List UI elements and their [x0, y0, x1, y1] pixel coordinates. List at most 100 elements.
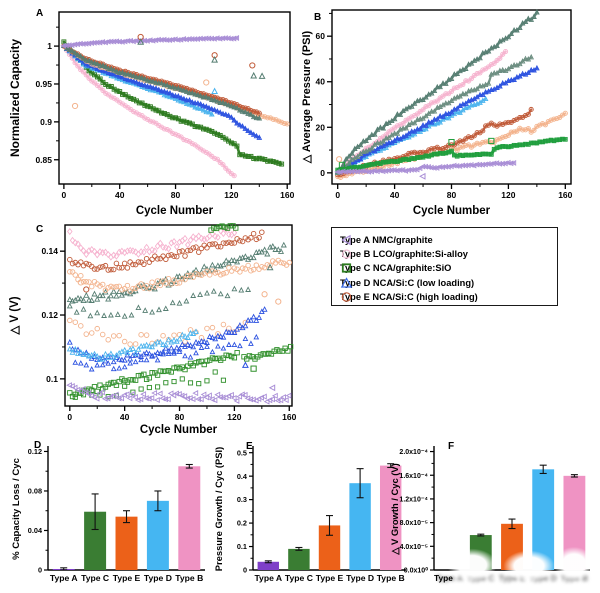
svg-text:0.12: 0.12 — [41, 310, 58, 320]
svg-text:0.04: 0.04 — [28, 526, 43, 535]
svg-text:Cycle Number: Cycle Number — [140, 424, 218, 436]
svg-text:Type C: Type C — [467, 573, 494, 583]
legend-item-type-e: Type E NCA/Si:C (high loading) — [340, 290, 557, 304]
bar-type-e — [318, 525, 341, 570]
series-type-a-purple — [334, 159, 517, 176]
svg-text:Type E: Type E — [113, 573, 141, 583]
svg-text:60: 60 — [316, 31, 326, 41]
svg-text:80: 80 — [171, 190, 181, 200]
series-type-d-blue — [61, 42, 263, 140]
f-axis-label-fragment: Type — [434, 573, 453, 583]
series-type-d-blue-low — [72, 333, 260, 372]
svg-text:160: 160 — [282, 412, 296, 422]
panel-a-capacity-chart: 0 40 80 120 160 0.85 0.9 0.95 1 Cycle Number Norma… — [8, 11, 295, 217]
bars — [52, 463, 201, 571]
tri-up-marker-icon — [340, 276, 353, 288]
bar-type-c — [469, 535, 492, 570]
bar-type-d — [532, 469, 555, 570]
svg-text:Type D: Type D — [346, 573, 374, 583]
series-type-d-teal-band2 — [66, 285, 252, 319]
svg-text:Type C: Type C — [285, 573, 313, 583]
series-type-a-purple — [66, 382, 292, 405]
svg-text:1.2x10⁻⁴: 1.2x10⁻⁴ — [399, 497, 428, 504]
series-type-c-green — [67, 350, 240, 400]
svg-text:0: 0 — [320, 168, 325, 178]
svg-text:0: 0 — [335, 190, 340, 200]
series-type-e-peach-band2 — [67, 317, 249, 347]
svg-text:Type C: Type C — [81, 573, 109, 583]
svg-text:40: 40 — [115, 190, 125, 200]
panel-letter-e: E — [246, 441, 253, 452]
svg-text:Type A: Type A — [50, 573, 78, 583]
svg-text:0: 0 — [243, 566, 247, 575]
bar-type-b — [379, 465, 402, 570]
svg-text:0.85: 0.85 — [35, 155, 52, 165]
svg-text:% Capacity Loss / Cyc: % Capacity Loss / Cyc — [11, 457, 22, 560]
svg-text:40: 40 — [120, 412, 130, 422]
svg-text:0: 0 — [62, 190, 67, 200]
svg-text:2.0x10⁻⁴: 2.0x10⁻⁴ — [399, 449, 428, 456]
panel-c-deltav-chart: 0 40 80 120 160 0.1 0.12 0.14 Cycle Number △ V (V… — [9, 223, 297, 436]
svg-text:0.08: 0.08 — [28, 487, 42, 496]
svg-text:120: 120 — [224, 190, 238, 200]
bar-type-e — [501, 523, 523, 570]
bar-type-c — [288, 548, 310, 570]
series-type-c-green-seg2 — [241, 343, 294, 362]
bar-type-a — [257, 561, 280, 570]
svg-text:120: 120 — [227, 412, 241, 422]
panel-f-deltav-growth-bars: 0.0x10⁰ 4.0x10⁻⁵ 8.0x10⁻⁵ 1.2x10⁻⁴ 1.6x10⁻⁴ 2… — [389, 446, 590, 583]
bar-type-c — [84, 511, 107, 570]
series-type-d-teal-band1 — [66, 241, 287, 304]
outlier-points — [77, 263, 282, 392]
svg-text:0.0x10⁰: 0.0x10⁰ — [404, 567, 428, 575]
legend-label: Type C NCA/graphite:SiO — [340, 263, 452, 274]
panel-letter-d: D — [34, 440, 42, 451]
svg-text:0.14: 0.14 — [41, 246, 58, 256]
svg-text:0.4: 0.4 — [237, 472, 248, 481]
legend-label: Type D NCA/Si:C (low loading) — [340, 277, 475, 288]
svg-text:Type B: Type B — [561, 573, 588, 583]
series-type-b-pink — [67, 225, 238, 261]
svg-text:4.0x10⁻⁵: 4.0x10⁻⁵ — [400, 544, 428, 551]
svg-text:20: 20 — [316, 122, 326, 132]
series-type-c-green-top — [208, 223, 239, 233]
svg-text:160: 160 — [280, 190, 294, 200]
legend-item-type-a: Type A NMC/graphite — [340, 233, 557, 247]
series-type-c-green — [335, 136, 568, 173]
bar-type-d — [349, 483, 371, 570]
svg-text:Cycle Number: Cycle Number — [136, 205, 214, 217]
svg-text:△ Average Pressure (PSI): △ Average Pressure (PSI) — [301, 30, 313, 164]
svg-text:1.6x10⁻⁴: 1.6x10⁻⁴ — [399, 473, 428, 480]
outlier-points — [336, 137, 495, 180]
svg-text:Type B: Type B — [175, 573, 203, 583]
bar-type-b — [563, 475, 586, 570]
panel-letter-a: A — [36, 8, 44, 19]
svg-text:0.3: 0.3 — [237, 495, 247, 504]
svg-text:0.2: 0.2 — [237, 519, 247, 528]
svg-text:0.1: 0.1 — [237, 542, 247, 551]
svg-text:Pressure Growth / Cyc (PSI): Pressure Growth / Cyc (PSI) — [213, 447, 224, 572]
legend-label: Type E NCA/Si:C (high loading) — [340, 291, 478, 302]
tri-left-marker-icon — [341, 234, 351, 246]
svg-text:80: 80 — [447, 190, 457, 200]
outlier-points — [71, 33, 266, 110]
series-type-c-green-low — [72, 369, 226, 400]
bar-type-b — [178, 466, 201, 570]
svg-text:Type A: Type A — [254, 573, 282, 583]
series-type-d-teal — [61, 42, 263, 121]
svg-text:0: 0 — [67, 412, 72, 422]
legend-item-type-d: Type D NCA/Si:C (low loading) — [340, 276, 557, 290]
panel-d-capacity-loss-bars: 0 0.04 0.08 0.12 Type A Type C Type E Type D Typ… — [11, 446, 205, 583]
svg-text:0.1: 0.1 — [46, 374, 58, 384]
panel-b-pressure-chart: 0 40 80 120 160 0 20 40 60 Cycle Number △ Average … — [301, 9, 573, 217]
bars — [469, 464, 586, 570]
svg-text:△ V Growth / Cyc (V): △ V Growth / Cyc (V) — [389, 463, 400, 556]
svg-text:0.9: 0.9 — [40, 117, 52, 127]
bar-type-e — [115, 516, 138, 570]
svg-text:Type E: Type E — [316, 573, 344, 583]
svg-text:1: 1 — [47, 41, 52, 51]
series-type-e-sienna — [67, 229, 265, 273]
panel-letter-b: B — [314, 12, 322, 23]
bars — [257, 463, 402, 570]
